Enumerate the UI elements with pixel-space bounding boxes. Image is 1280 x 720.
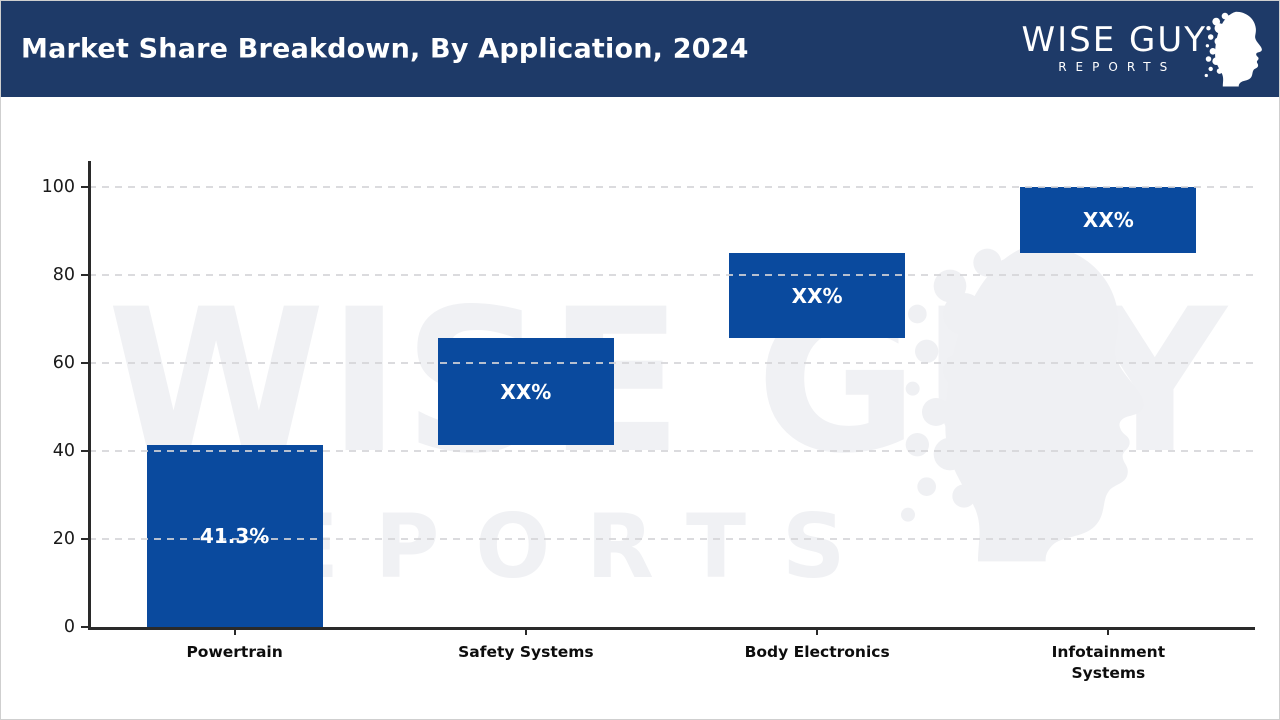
y-axis-tick-label: 0 xyxy=(63,617,75,637)
x-axis-category-label: Safety Systems xyxy=(458,643,594,661)
waterfall-chart: WISE GUY REPORTS 0 20 40 60 80 100 41.3% Powert… xyxy=(1,97,1279,719)
y-axis-tick-mark xyxy=(81,274,89,276)
gridline xyxy=(89,450,1254,452)
bar-value-label: XX% xyxy=(791,283,843,308)
gridline xyxy=(89,186,1254,188)
y-axis-tick-label: 80 xyxy=(52,265,75,285)
wise-guy-reports-logo: WISE GUY REPORTS xyxy=(1021,8,1269,88)
y-axis-tick-label: 60 xyxy=(52,353,75,373)
bar-value-label: XX% xyxy=(1082,208,1134,232)
logo-text: WISE GUY REPORTS xyxy=(1021,19,1207,75)
bar-value-label: 41.3% xyxy=(199,524,270,549)
y-axis-tick-label: 40 xyxy=(52,441,75,461)
page-title: Market Share Breakdown, By Application, … xyxy=(21,33,749,65)
logo-wordmark: WISE GUY xyxy=(1021,19,1207,60)
y-axis-tick-mark xyxy=(81,186,89,188)
gridline xyxy=(89,362,1254,364)
bar-powertrain xyxy=(146,445,323,627)
x-axis-tick-mark xyxy=(233,629,236,635)
watermark-line2: REPORTS xyxy=(175,495,882,598)
logo-head-icon xyxy=(1204,11,1262,87)
x-axis-tick-mark xyxy=(524,629,527,635)
x-axis-tick-mark xyxy=(1107,629,1110,635)
bar-safety-systems xyxy=(437,338,614,446)
x-axis-tick-mark xyxy=(816,629,819,635)
gridline xyxy=(89,538,1254,540)
y-axis-tick-mark xyxy=(81,450,89,452)
y-axis-tick-label: 20 xyxy=(52,529,75,549)
gridline xyxy=(89,274,1254,276)
bar-body-electronics xyxy=(729,253,906,339)
y-axis-line xyxy=(88,161,91,629)
bar-infotainment-systems xyxy=(1020,187,1197,253)
y-axis-tick-mark xyxy=(81,626,89,628)
header-bar: Market Share Breakdown, By Application, … xyxy=(1,1,1279,97)
bar-value-label: XX% xyxy=(500,379,552,404)
y-axis-tick-mark xyxy=(81,362,89,364)
x-axis-category-label: Infotainment Systems xyxy=(1051,643,1166,682)
y-axis-tick-mark xyxy=(81,538,89,540)
x-axis-category-label: Body Electronics xyxy=(744,643,890,661)
logo-subtitle: REPORTS xyxy=(1058,60,1177,75)
x-axis-category-label: Powertrain xyxy=(186,643,283,661)
y-axis-tick-label: 100 xyxy=(41,177,75,197)
watermark-head-icon xyxy=(901,244,1144,562)
x-axis-line xyxy=(88,627,1255,630)
